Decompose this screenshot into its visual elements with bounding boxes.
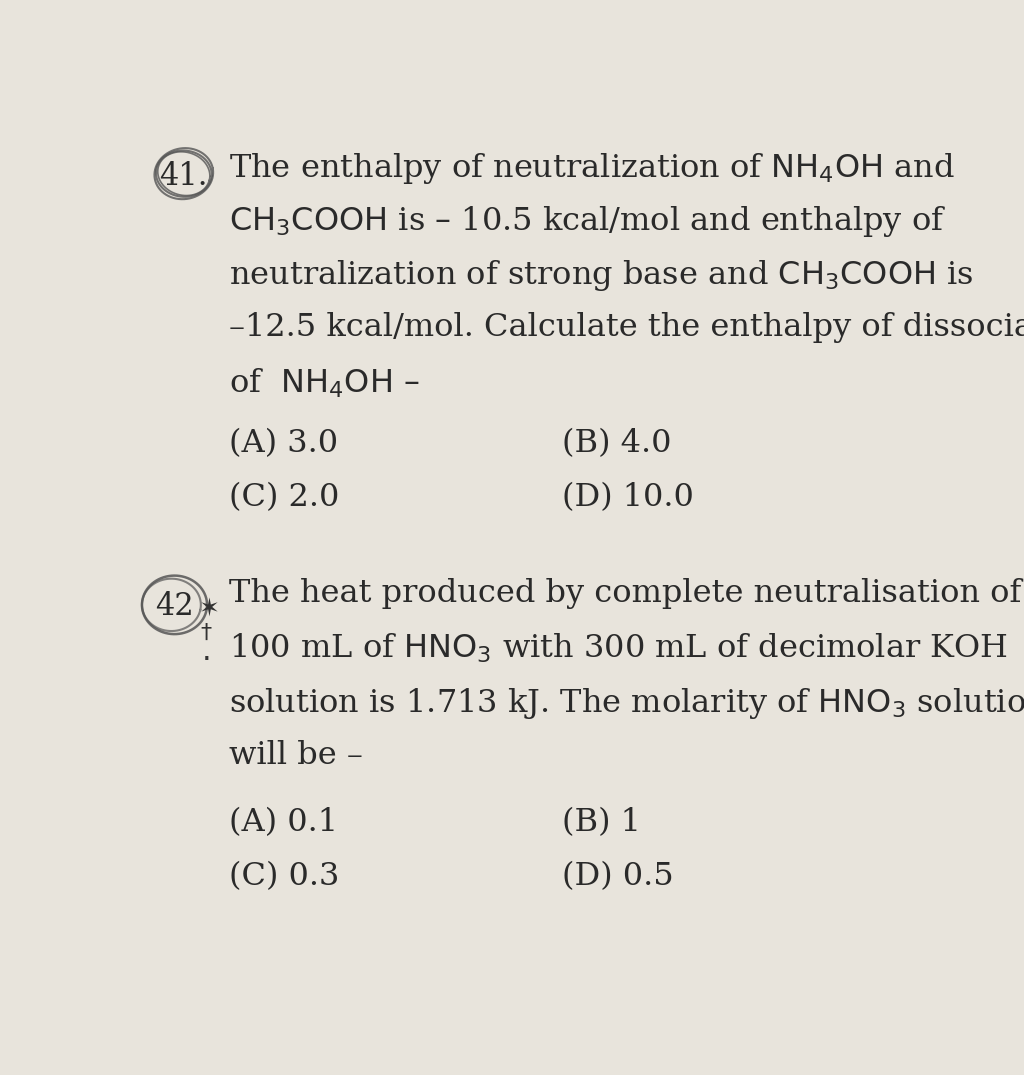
Text: 41.: 41. bbox=[160, 161, 208, 192]
Text: (A) 0.1: (A) 0.1 bbox=[228, 807, 338, 839]
Text: solution is 1.713 kJ. The molarity of $\mathrm{HNO_3}$ solution: solution is 1.713 kJ. The molarity of $\… bbox=[228, 686, 1024, 720]
Text: ✶: ✶ bbox=[199, 597, 220, 620]
Text: †: † bbox=[200, 624, 211, 643]
Text: 42: 42 bbox=[155, 591, 194, 622]
Text: The heat produced by complete neutralisation of: The heat produced by complete neutralisa… bbox=[228, 578, 1021, 608]
Text: of  $\mathrm{NH_4OH}$ –: of $\mathrm{NH_4OH}$ – bbox=[228, 367, 420, 400]
Text: 100 mL of $\mathrm{HNO_3}$ with 300 mL of decimolar KOH: 100 mL of $\mathrm{HNO_3}$ with 300 mL o… bbox=[228, 632, 1008, 665]
Text: $\mathrm{CH_3COOH}$ is – 10.5 kcal/mol and enthalpy of: $\mathrm{CH_3COOH}$ is – 10.5 kcal/mol a… bbox=[228, 204, 946, 240]
Text: neutralization of strong base and $\mathrm{CH_3COOH}$ is: neutralization of strong base and $\math… bbox=[228, 258, 974, 293]
Text: –12.5 kcal/mol. Calculate the enthalpy of dissociation: –12.5 kcal/mol. Calculate the enthalpy o… bbox=[228, 312, 1024, 343]
Text: (B) 4.0: (B) 4.0 bbox=[562, 428, 672, 459]
Text: (A) 3.0: (A) 3.0 bbox=[228, 428, 338, 459]
Text: .: . bbox=[202, 636, 212, 665]
Text: (D) 0.5: (D) 0.5 bbox=[562, 861, 674, 892]
Text: (B) 1: (B) 1 bbox=[562, 807, 641, 839]
Text: (D) 10.0: (D) 10.0 bbox=[562, 482, 694, 513]
Text: (C) 0.3: (C) 0.3 bbox=[228, 861, 339, 892]
Text: The enthalpy of neutralization of $\mathrm{NH_4OH}$ and: The enthalpy of neutralization of $\math… bbox=[228, 151, 954, 186]
Text: will be –: will be – bbox=[228, 740, 362, 771]
Text: (C) 2.0: (C) 2.0 bbox=[228, 482, 339, 513]
